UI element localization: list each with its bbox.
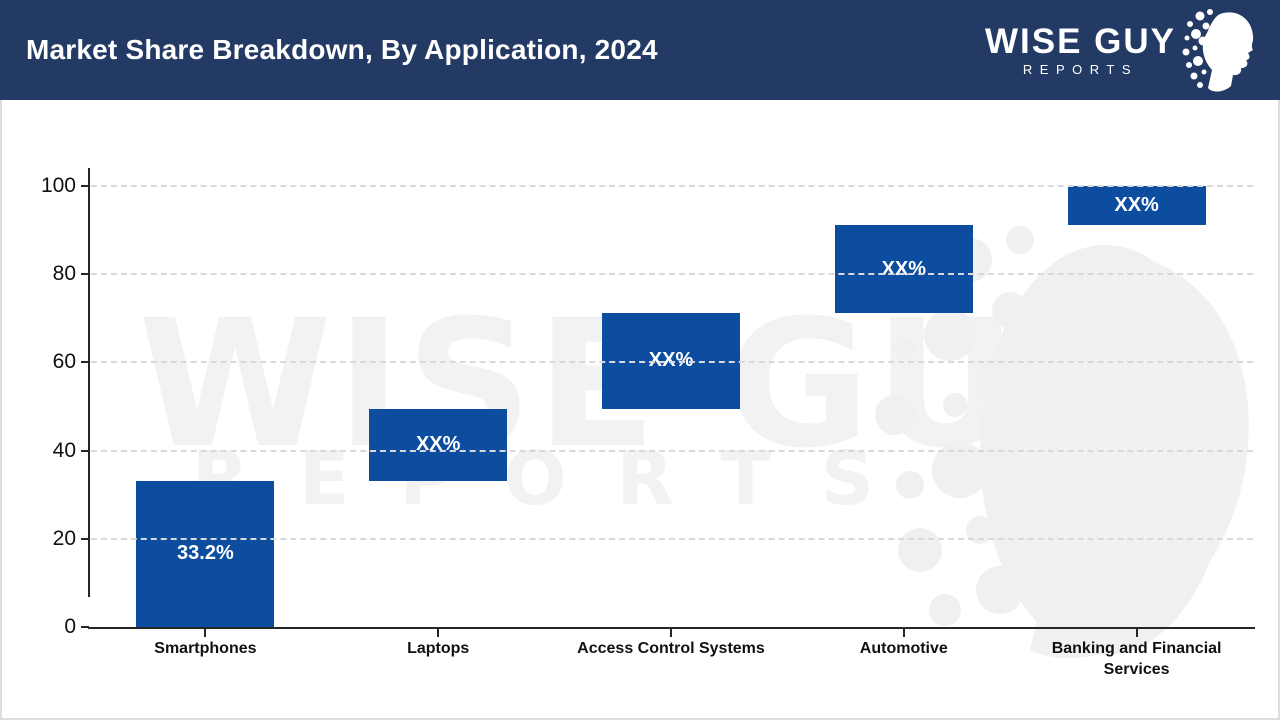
header-bar: Market Share Breakdown, By Application, … [0, 0, 1280, 100]
x-tick-mark [1135, 629, 1138, 637]
y-tick-label: 20 [52, 526, 76, 550]
page-title: Market Share Breakdown, By Application, … [26, 34, 658, 65]
x-category-label: Laptops [407, 640, 470, 657]
x-category-label: Access Control Systems [577, 640, 765, 657]
y-tick-label: 40 [52, 438, 76, 462]
bar-value-label: XX% [1114, 194, 1159, 217]
brand-face-icon [1182, 9, 1254, 92]
bar-value-label: 33.2% [177, 542, 234, 565]
y-grid-line [91, 273, 1253, 276]
y-tick-label: 80 [52, 262, 76, 286]
y-tick-mark [81, 361, 89, 364]
x-category-label: Banking and Financial Services [1051, 640, 1222, 678]
y-tick-mark [81, 273, 89, 276]
bar-access-control-systems: XX% [602, 313, 740, 409]
y-grid-line [91, 537, 1253, 540]
bar-banking-and-financial-services: XX% [1067, 186, 1206, 226]
y-grid-line [91, 449, 1253, 452]
y-axis-line [88, 168, 90, 597]
bar-value-label: XX% [415, 433, 461, 456]
bar-value-label: XX% [648, 349, 694, 372]
y-tick-label: 60 [52, 350, 76, 374]
x-category-label: Smartphones [154, 640, 257, 657]
y-tick-label: 100 [40, 174, 76, 197]
y-tick-mark [81, 537, 89, 540]
y-tick-mark [81, 185, 89, 187]
brand-logo: WISE GUY REPORTS [985, 8, 1254, 92]
x-tick-mark [437, 629, 440, 637]
y-tick-mark [81, 626, 89, 628]
bar-automotive: XX% [834, 225, 973, 313]
bar-laptops: XX% [369, 408, 508, 481]
y-grid-line [91, 361, 1253, 364]
bar-smartphones: 33.2% [136, 480, 275, 627]
brand-name: WISE GUY [984, 22, 1176, 61]
y-grid-line [91, 185, 1253, 187]
y-tick-mark [81, 449, 89, 452]
x-tick-mark [204, 629, 207, 637]
chart-plot-area: 0 20 40 60 80 100 33.2% Smartphones XX% Laptops XX… [0, 100, 1280, 720]
bar-value-label: XX% [881, 257, 927, 280]
x-axis-line [88, 627, 1255, 629]
x-category-label: Automotive [859, 640, 948, 657]
x-tick-mark [670, 629, 672, 637]
brand-logo-text: WISE GUY REPORTS [985, 24, 1176, 76]
brand-subname: REPORTS [1022, 62, 1139, 77]
y-tick-label: 0 [64, 615, 76, 638]
x-tick-mark [902, 629, 905, 637]
